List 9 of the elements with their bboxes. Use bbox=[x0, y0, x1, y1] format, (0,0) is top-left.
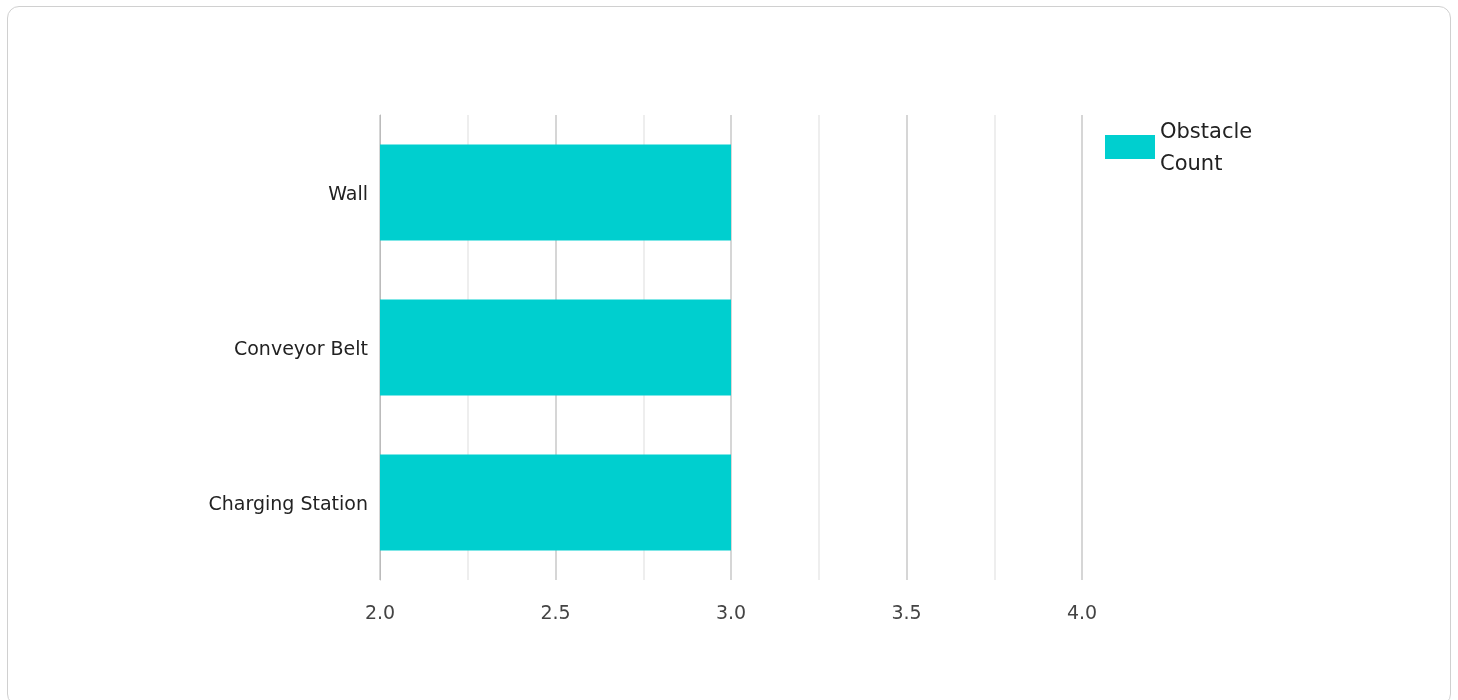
legend-label: Obstacle Count bbox=[1160, 119, 1259, 175]
y-tick-label: Wall bbox=[328, 181, 368, 204]
x-tick-label: 4.0 bbox=[1066, 600, 1098, 623]
x-tick-label: 2.5 bbox=[540, 600, 571, 623]
x-tick-label: 2.0 bbox=[364, 600, 396, 623]
x-tick-label: 3.5 bbox=[891, 600, 922, 623]
x-tick-label: 3.0 bbox=[715, 600, 747, 623]
y-tick-label: Conveyor Belt bbox=[233, 336, 368, 359]
y-tick-label: Charging Station bbox=[208, 491, 368, 514]
